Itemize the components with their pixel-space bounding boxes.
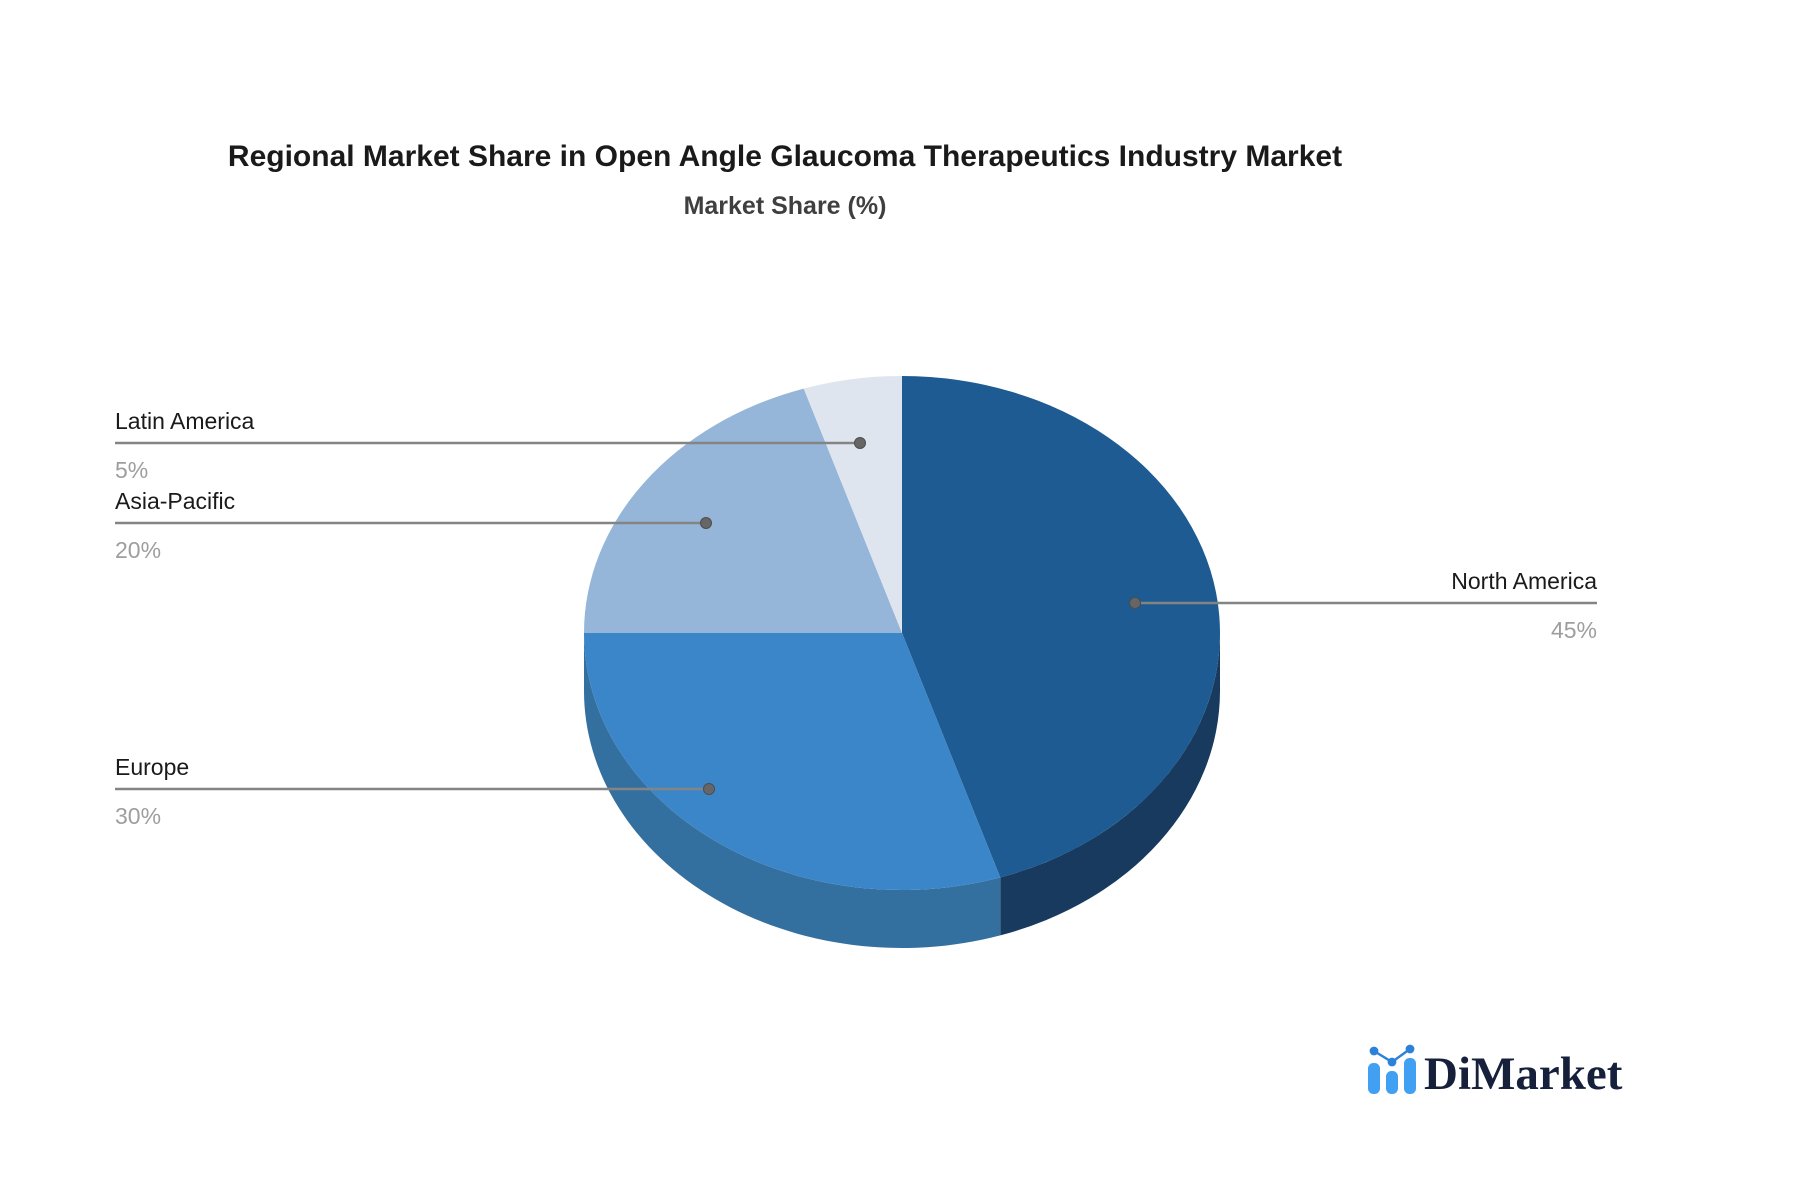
slice-percent-label: 20% — [115, 537, 161, 563]
leader-dot — [703, 783, 715, 795]
leader-dot — [700, 517, 712, 529]
pie-slices — [584, 376, 1220, 890]
bar-chart-with-trend-dots-icon — [1368, 1044, 1416, 1094]
logo-wordmark: DiMarket — [1424, 1048, 1623, 1100]
leader-dot — [1129, 597, 1141, 609]
slice-percent-label: 5% — [115, 457, 148, 483]
chart-subtitle: Market Share (%) — [684, 192, 887, 220]
chart-title: Regional Market Share in Open Angle Glau… — [228, 140, 1342, 173]
slice-label-europe: Europe 30% — [115, 754, 715, 829]
dimarket-logo: DiMarket — [1368, 1044, 1623, 1100]
slice-name-label: Latin America — [115, 408, 255, 434]
slice-percent-label: 45% — [1551, 617, 1597, 643]
slice-labels: North America 45% Europe 30% Asia-Pacific 20%… — [115, 408, 1597, 829]
pie-3d-sides — [584, 633, 1220, 948]
pie-slice-north-america[interactable] — [902, 376, 1220, 878]
pie-slice-latin-america[interactable] — [803, 376, 902, 633]
slice-name-label: Asia-Pacific — [115, 488, 235, 514]
slice-label-asia-pacific: Asia-Pacific 20% — [115, 488, 712, 563]
pie-slice-europe[interactable] — [584, 633, 1001, 890]
slice-percent-label: 30% — [115, 803, 161, 829]
slice-label-latin-america: Latin America 5% — [115, 408, 866, 483]
leader-dot — [854, 437, 866, 449]
pie-slice-side-north-america — [1000, 633, 1220, 936]
slice-label-north-america: North America 45% — [1129, 568, 1597, 643]
slice-name-label: North America — [1451, 568, 1597, 594]
pie-slice-asia-pacific[interactable] — [584, 388, 902, 633]
slice-name-label: Europe — [115, 754, 189, 780]
pie-slice-side-europe — [584, 633, 1001, 948]
